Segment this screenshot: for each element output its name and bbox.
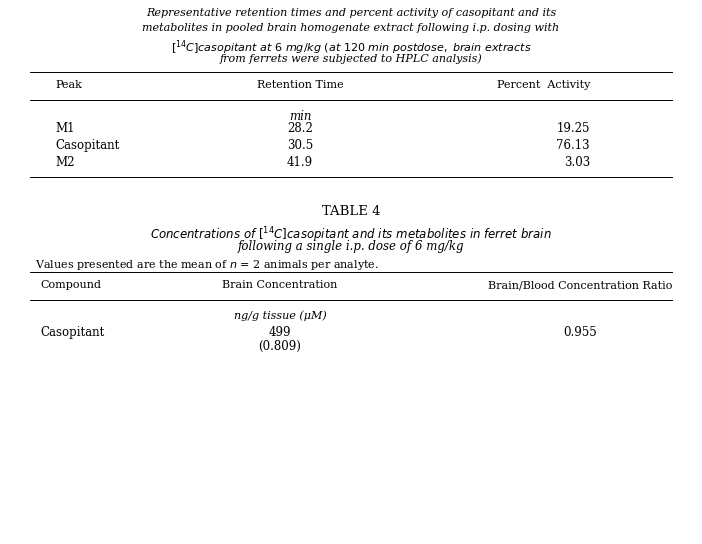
Text: 30.5: 30.5 (287, 139, 313, 152)
Text: TABLE 4: TABLE 4 (322, 205, 380, 218)
Text: Casopitant: Casopitant (55, 139, 119, 152)
Text: Representative retention times and percent activity of casopitant and its: Representative retention times and perce… (146, 8, 556, 18)
Text: metabolites in pooled brain homogenate extract following i.p. dosing with: metabolites in pooled brain homogenate e… (143, 23, 559, 33)
Text: 3.03: 3.03 (564, 156, 590, 169)
Text: Percent  Activity: Percent Activity (496, 80, 590, 90)
Text: Casopitant: Casopitant (40, 326, 105, 339)
Text: from ferrets were subjected to HPLC analysis): from ferrets were subjected to HPLC anal… (220, 53, 482, 64)
Text: Retention Time: Retention Time (257, 80, 343, 90)
Text: $\it{Concentrations\ of\ }$$[^{14}C]$$\it{casopitant\ and\ its\ metabolites\ in\: $\it{Concentrations\ of\ }$$[^{14}C]$$\i… (150, 225, 552, 245)
Text: 76.13: 76.13 (557, 139, 590, 152)
Text: Compound: Compound (40, 280, 101, 290)
Text: (0.809): (0.809) (258, 340, 301, 353)
Text: Brain Concentration: Brain Concentration (223, 280, 338, 290)
Text: ng/g tissue (μM): ng/g tissue (μM) (234, 310, 326, 320)
Text: M2: M2 (55, 156, 74, 169)
Text: following a single i.p. dose of 6 mg/kg: following a single i.p. dose of 6 mg/kg (238, 240, 464, 253)
Text: 41.9: 41.9 (287, 156, 313, 169)
Text: Peak: Peak (55, 80, 82, 90)
Text: min: min (289, 110, 311, 123)
Text: $[^{14}C]$$\it{casopitant\ at\ 6\ mg/kg\ (at\ 120\ min\ postdose,\ brain\ extrac: $[^{14}C]$$\it{casopitant\ at\ 6\ mg/kg\… (171, 38, 531, 57)
Text: Values presented are the mean of $n$ = 2 animals per analyte.: Values presented are the mean of $n$ = 2… (35, 258, 379, 272)
Text: M1: M1 (55, 122, 74, 135)
Text: 28.2: 28.2 (287, 122, 313, 135)
Text: 19.25: 19.25 (557, 122, 590, 135)
Text: Brain/Blood Concentration Ratio: Brain/Blood Concentration Ratio (488, 280, 673, 290)
Text: 0.955: 0.955 (563, 326, 597, 339)
Text: 499: 499 (269, 326, 291, 339)
